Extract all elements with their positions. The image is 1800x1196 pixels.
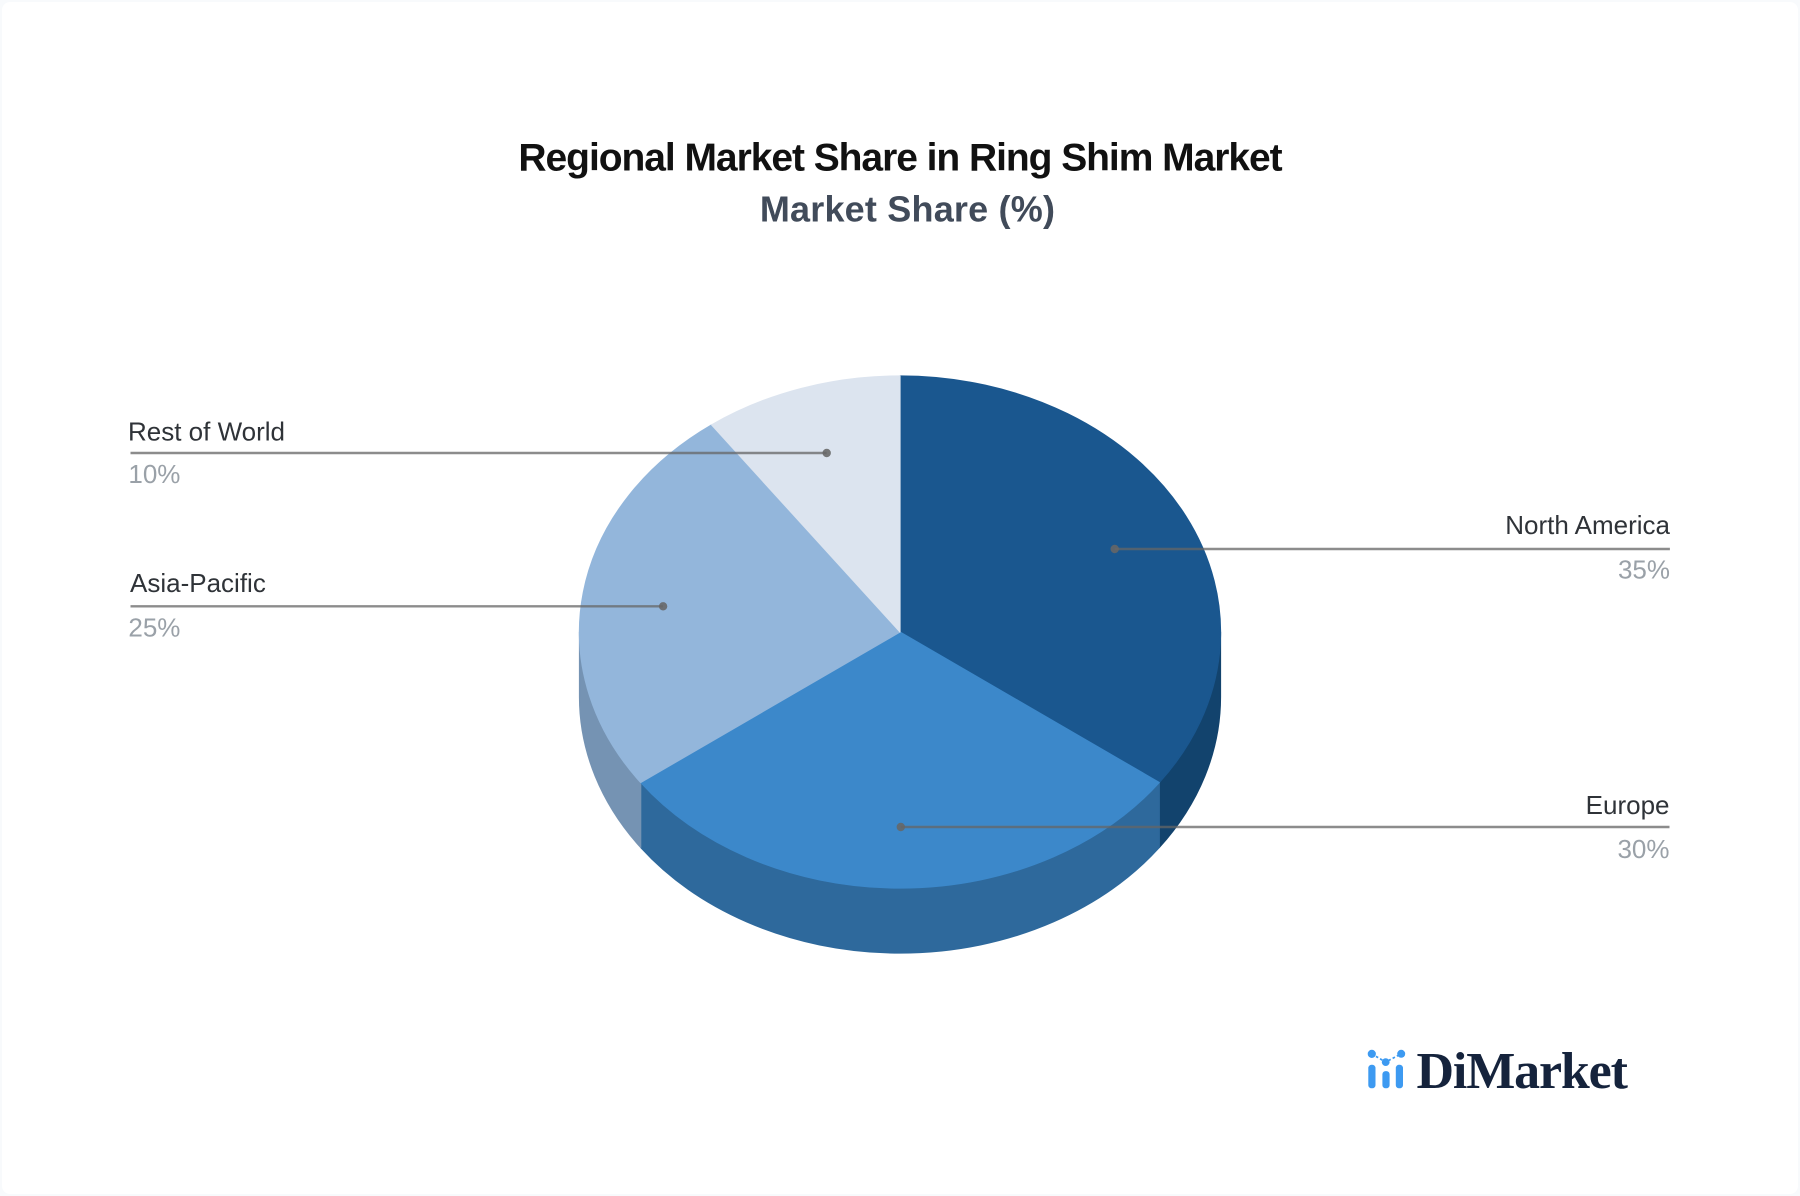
svg-text:30%: 30%	[1617, 834, 1669, 864]
svg-text:DiMarket: DiMarket	[1417, 1043, 1629, 1100]
svg-text:Regional Market Share in Ring: Regional Market Share in Ring Shim Marke…	[518, 137, 1282, 180]
svg-text:Rest of World: Rest of World	[128, 417, 285, 447]
svg-text:Europe: Europe	[1586, 790, 1670, 820]
svg-text:North America: North America	[1505, 510, 1670, 540]
svg-text:10%: 10%	[128, 459, 180, 489]
svg-text:Market Share (%): Market Share (%)	[760, 188, 1055, 229]
svg-text:25%: 25%	[128, 612, 180, 642]
svg-text:35%: 35%	[1618, 554, 1670, 584]
svg-text:Asia-Pacific: Asia-Pacific	[130, 568, 266, 598]
